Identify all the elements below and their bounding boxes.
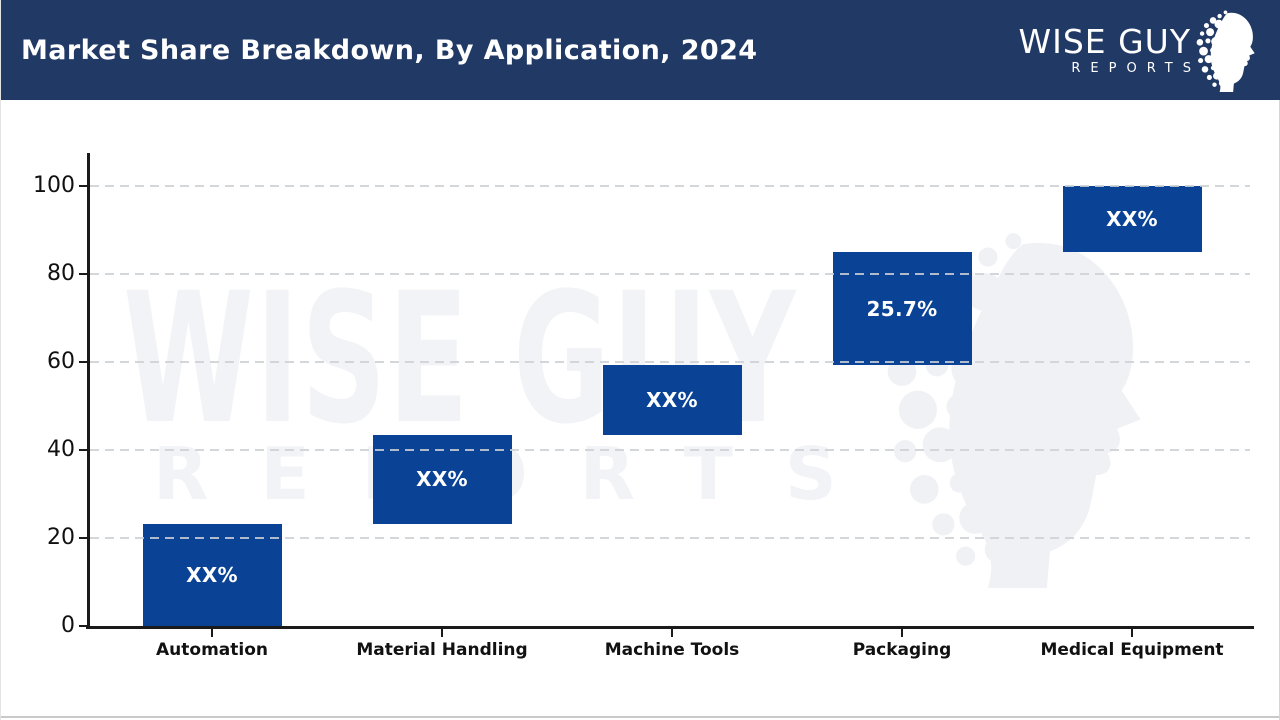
bar-medical-equipment: XX% <box>1062 186 1202 252</box>
gridline-80 <box>90 273 1250 275</box>
gridline-20 <box>90 537 1250 539</box>
y-tick-label-80: 80 <box>47 261 75 286</box>
y-tick-label-40: 40 <box>47 437 75 462</box>
x-category-label-2: Machine Tools <box>604 640 740 660</box>
y-tick-mark-20 <box>79 537 88 539</box>
logo-wordmark-line2: REPORTS <box>1071 60 1201 76</box>
x-tick-mark-2 <box>671 629 673 637</box>
y-tick-mark-100 <box>79 185 88 187</box>
header-bar: Market Share Breakdown, By Application, … <box>1 0 1280 100</box>
bar-value-label: XX% <box>1106 207 1158 231</box>
logo-head-icon <box>1181 8 1267 92</box>
x-category-label-4: Medical Equipment <box>1040 640 1224 660</box>
y-tick-mark-0 <box>79 625 88 627</box>
x-category-label-0: Automation <box>156 640 268 660</box>
y-tick-label-60: 60 <box>47 349 75 374</box>
y-axis-line <box>87 153 90 629</box>
bar-value-label: 25.7% <box>866 296 938 321</box>
y-tick-mark-80 <box>79 273 88 275</box>
bar-machine-tools: XX% <box>602 365 742 435</box>
bar-value-label: XX% <box>416 467 468 492</box>
gridline-100 <box>90 185 1250 187</box>
logo-wordmark-line1: WISE GUY <box>1018 21 1191 61</box>
y-tick-label-100: 100 <box>33 173 75 198</box>
bar-automation: XX% <box>142 523 282 626</box>
y-tick-label-0: 0 <box>61 613 75 638</box>
x-axis-line <box>86 626 1254 629</box>
gridline-40 <box>90 449 1250 451</box>
logo-wordmark: WISE GUY REPORTS <box>1018 21 1191 76</box>
y-tick-mark-40 <box>79 449 88 451</box>
x-tick-mark-1 <box>441 629 443 637</box>
bottom-border <box>1 716 1280 718</box>
y-tick-mark-60 <box>79 361 88 363</box>
x-tick-mark-0 <box>211 629 213 637</box>
x-tick-mark-4 <box>1131 629 1133 637</box>
gridline-60 <box>90 361 1250 363</box>
brand-logo: WISE GUY REPORTS <box>1018 8 1267 92</box>
bar-value-label: XX% <box>646 387 698 412</box>
y-tick-label-20: 20 <box>47 525 75 550</box>
x-tick-mark-3 <box>901 629 903 637</box>
x-category-label-3: Packaging <box>852 640 952 660</box>
bar-packaging: 25.7% <box>832 252 972 366</box>
bar-value-label: XX% <box>186 562 238 587</box>
x-category-label-1: Material Handling <box>356 640 528 660</box>
chart-title: Market Share Breakdown, By Application, … <box>21 34 758 66</box>
bar-material-handling: XX% <box>372 434 512 524</box>
